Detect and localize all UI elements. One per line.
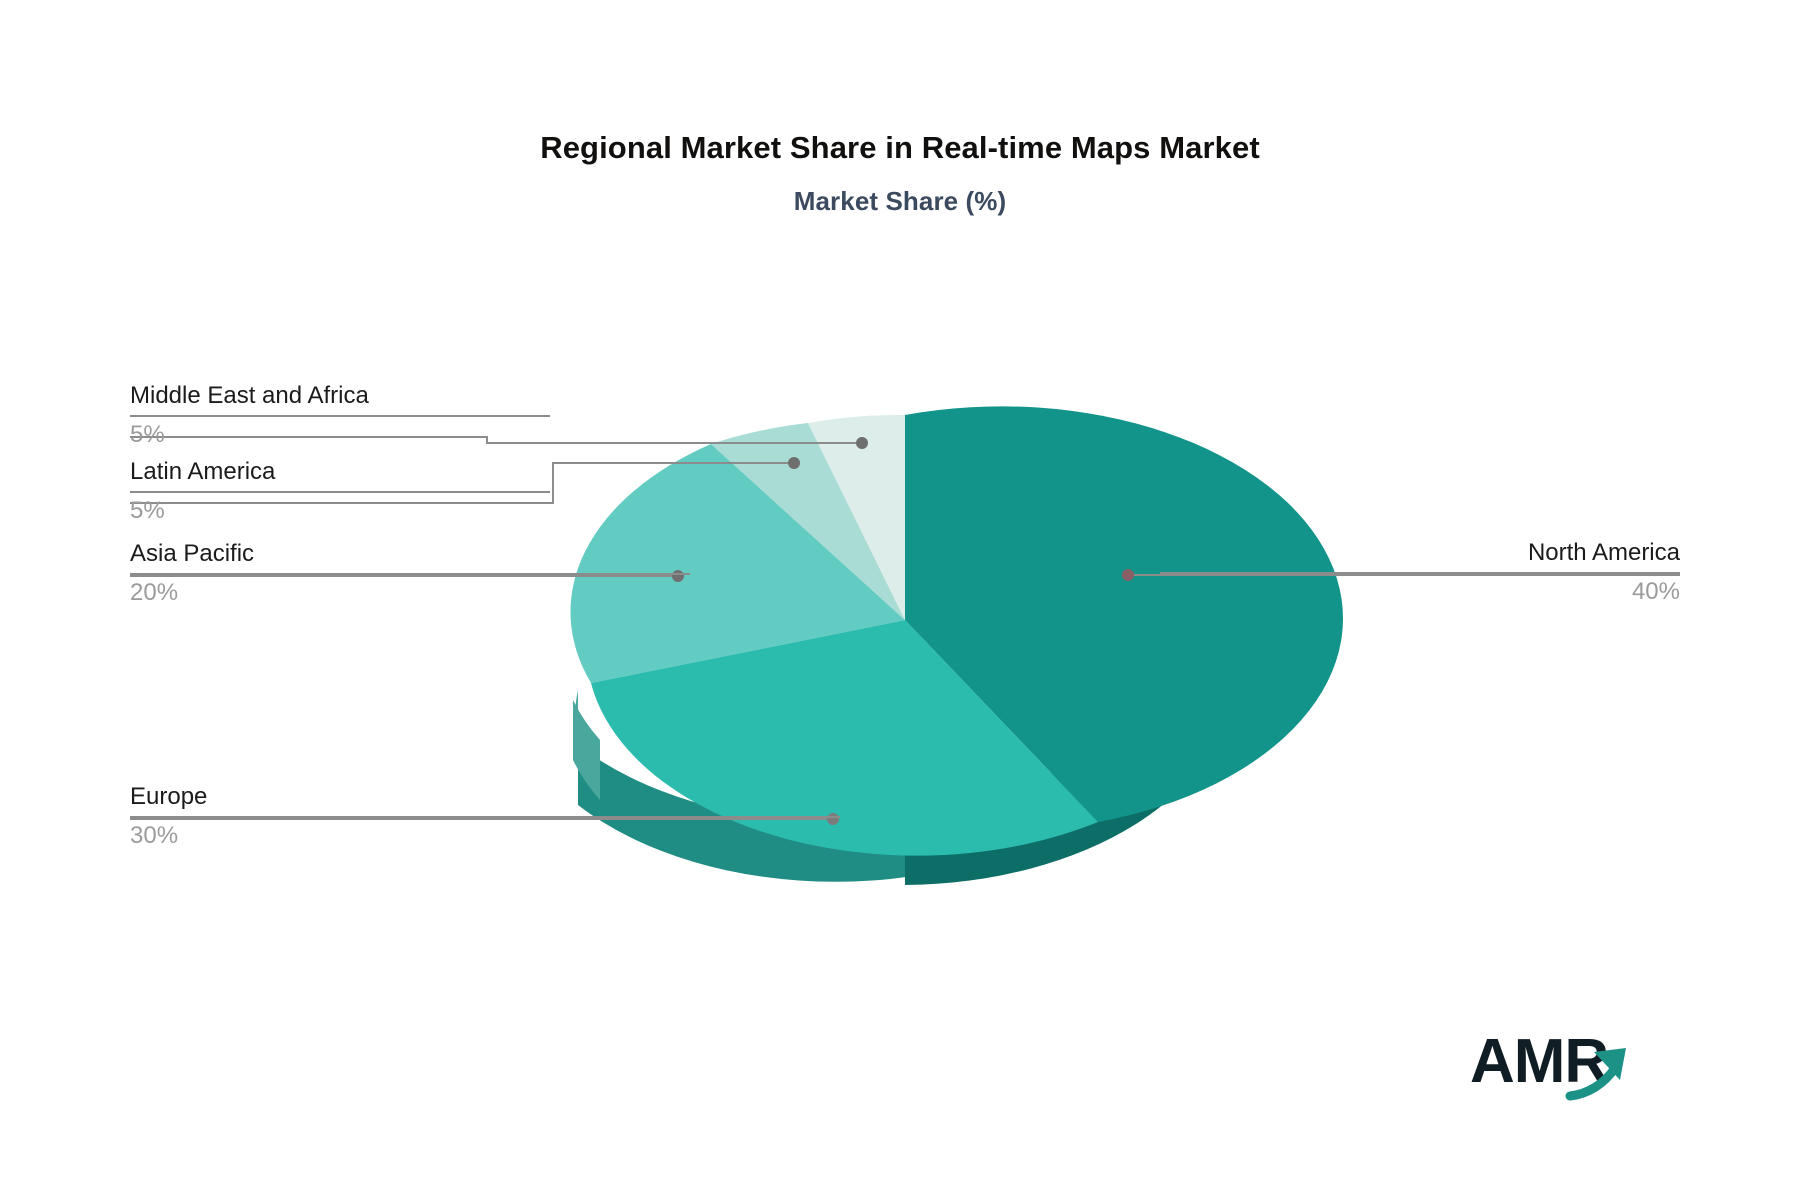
callout-label-asia-pacific: Asia Pacific <box>130 540 255 567</box>
callout-value-north-america: 40% <box>1631 578 1680 605</box>
pie-slice-asia-pacific <box>570 444 905 683</box>
pie-slice-europe <box>591 620 1098 856</box>
callout-value-asia-pacific: 20% <box>130 579 179 606</box>
pie-slice-latin-america <box>711 423 905 620</box>
callout-rule <box>130 491 550 493</box>
leader-line-middle-east-and-africa <box>130 436 862 444</box>
callout-value-latin-america: 5% <box>130 497 165 524</box>
pie-slice-north-america <box>905 406 1344 822</box>
chart-title: Regional Market Share in Real-time Maps … <box>540 130 1260 165</box>
callout-label-latin-america: Latin America <box>130 458 276 485</box>
callout-rule <box>130 816 840 818</box>
callout-asia-pacific: Asia Pacific 20% <box>130 539 690 608</box>
growth-arrow-icon <box>1565 1048 1626 1101</box>
leader-marker-north-america <box>1122 569 1134 581</box>
pie-top-face <box>570 406 1344 856</box>
callout-europe: Europe 30% <box>130 782 840 851</box>
callout-label-middle-east-and-africa: Middle East and Africa <box>130 382 369 409</box>
callout-value-europe: 30% <box>130 822 179 849</box>
callout-north-america: North America 40% <box>1160 538 1680 607</box>
callout-rule <box>130 415 550 417</box>
callout-rule <box>1160 572 1680 574</box>
amr-logo: AMR <box>1470 1030 1626 1101</box>
callout-label-north-america: North America <box>1527 539 1680 566</box>
chart-subtitle: Market Share (%) <box>793 186 1007 216</box>
callout-rule <box>130 573 690 575</box>
leader-lines <box>130 436 1680 820</box>
pie-slice-middle-east-and-africa <box>808 414 905 620</box>
callout-value-middle-east-and-africa: 5% <box>130 421 165 448</box>
leader-marker-middle-east-and-africa <box>856 437 868 449</box>
callout-label-europe: Europe <box>130 783 208 810</box>
amr-logo-text: AMR <box>1470 1030 1608 1096</box>
leader-marker-latin-america <box>788 457 800 469</box>
callout-latin-america: Latin America 5% <box>130 457 550 526</box>
callout-middle-east-and-africa: Middle East and Africa 5% <box>130 381 550 450</box>
leader-line-latin-america <box>130 462 794 504</box>
